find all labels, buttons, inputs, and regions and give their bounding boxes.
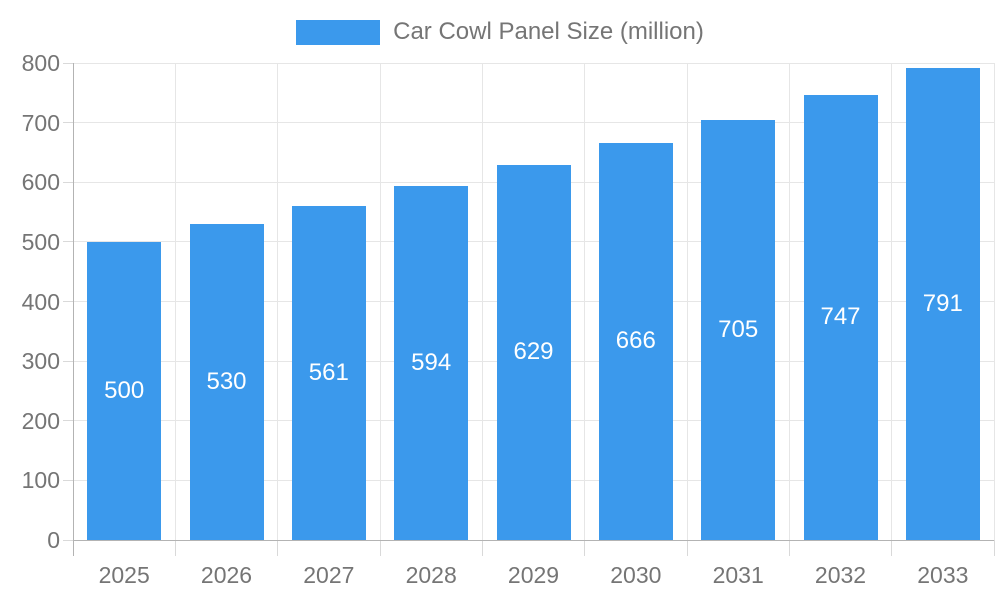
y-tick — [63, 539, 73, 541]
bar-2033 — [905, 68, 980, 540]
x-axis-label: 2029 — [507, 562, 560, 588]
y-tick — [63, 181, 73, 183]
gridline-vertical — [891, 63, 893, 540]
x-tick — [891, 540, 893, 556]
y-tick — [63, 301, 73, 302]
y-axis-line — [73, 63, 74, 556]
x-axis-label: 2026 — [200, 562, 253, 588]
bar-value-label: 705 — [718, 315, 759, 343]
x-tick — [788, 540, 790, 556]
bar-value-label: 561 — [308, 358, 349, 386]
gridline-horizontal — [73, 62, 994, 64]
y-axis-label: 800 — [21, 50, 60, 76]
bar-2032 — [803, 94, 878, 540]
y-axis-label: 400 — [21, 288, 60, 315]
gridline-vertical — [686, 63, 688, 540]
gridline-vertical — [788, 63, 790, 540]
x-axis-line — [73, 540, 994, 541]
bar-2031 — [701, 119, 776, 540]
gridline-vertical — [481, 63, 483, 540]
x-axis-label: 2032 — [814, 562, 867, 588]
y-axis-label: 300 — [21, 348, 60, 375]
bar-2029 — [496, 164, 571, 540]
y-tick — [63, 122, 73, 124]
y-tick — [63, 420, 73, 422]
bar-2027 — [291, 205, 366, 540]
gridline-vertical — [993, 63, 995, 540]
x-axis-label: 2031 — [712, 562, 764, 588]
y-axis-label: 100 — [21, 467, 60, 494]
bar-value-label: 666 — [615, 327, 656, 355]
bar-2026 — [189, 223, 264, 540]
y-tick — [63, 62, 73, 64]
x-tick — [277, 540, 279, 556]
x-tick — [379, 540, 381, 556]
gridline-vertical — [379, 63, 381, 540]
x-axis-label: 2030 — [610, 562, 662, 588]
x-axis-label: 2025 — [98, 562, 150, 588]
bar-value-label: 530 — [206, 367, 247, 395]
gridline-horizontal — [73, 122, 994, 124]
legend-swatch — [296, 19, 381, 45]
x-tick — [481, 540, 483, 556]
gridline-vertical — [277, 63, 279, 540]
bar-2030 — [598, 142, 673, 540]
x-tick — [993, 540, 995, 556]
x-tick — [584, 540, 586, 556]
y-tick — [63, 479, 73, 481]
legend-label: Car Cowl Panel Size (million) — [393, 18, 704, 45]
bar-value-label: 791 — [922, 290, 963, 318]
y-axis-label: 0 — [47, 527, 60, 553]
y-axis-label: 600 — [21, 169, 60, 196]
bar-value-label: 500 — [104, 376, 145, 404]
bar-value-label: 629 — [513, 338, 554, 366]
x-axis-label: 2028 — [405, 562, 457, 588]
gridline-vertical — [174, 63, 176, 540]
bar-value-label: 747 — [820, 303, 861, 331]
x-axis-label: 2027 — [303, 562, 355, 588]
x-axis-label: 2033 — [917, 562, 969, 588]
y-tick — [63, 241, 73, 243]
bar-2028 — [394, 185, 469, 540]
x-tick — [174, 540, 176, 556]
x-tick — [686, 540, 688, 556]
bar-value-label: 594 — [411, 348, 452, 376]
legend: Car Cowl Panel Size (million) — [0, 14, 1000, 50]
y-axis-label: 200 — [21, 407, 60, 434]
y-tick — [63, 360, 73, 362]
gridline-vertical — [584, 63, 586, 540]
y-axis-label: 700 — [21, 109, 60, 136]
y-axis-label: 500 — [21, 228, 60, 255]
bar-2025 — [87, 241, 162, 540]
